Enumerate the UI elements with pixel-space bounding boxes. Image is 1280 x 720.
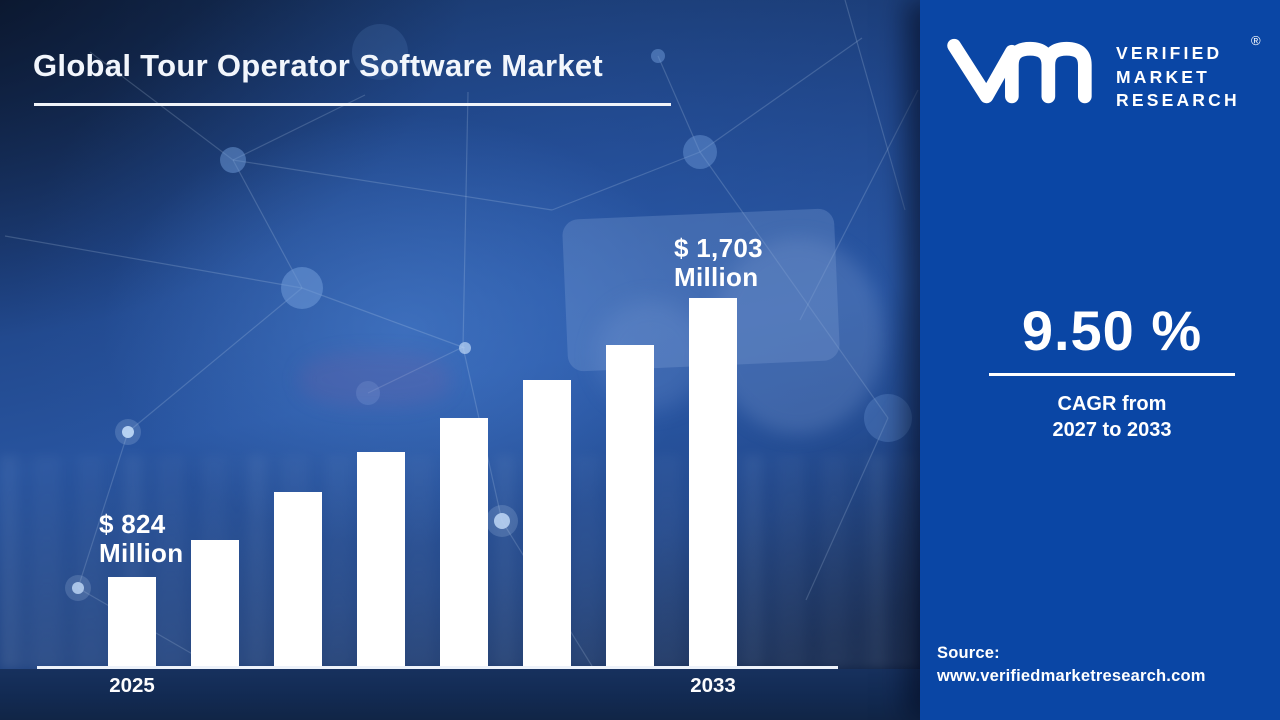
city-color-smudge — [300, 352, 450, 407]
hand-backdrop-shape — [712, 238, 884, 434]
source-label: Source: — [937, 644, 1000, 662]
cagr-block: 9.50 % CAGR from 2027 to 2033 — [980, 300, 1244, 443]
chart-bar — [274, 492, 322, 667]
cagr-underline — [989, 373, 1235, 376]
cagr-value: 9.50 % — [1021, 299, 1203, 362]
value-label-last-bar: $ 1,703 Million — [674, 234, 763, 292]
chart-bar — [440, 418, 488, 667]
value-unit: Million — [99, 538, 184, 568]
vmr-monogram-icon — [947, 38, 1092, 104]
wordmark-line: MARKET — [1116, 66, 1211, 87]
vmr-wordmark: VERIFIED MARKET RESEARCH — [1116, 42, 1240, 113]
value-amount: $ 1,703 — [674, 233, 763, 263]
value-amount: $ 824 — [99, 509, 166, 539]
vmr-panel: VERIFIED MARKET RESEARCH ® 9.50 % CAGR f… — [920, 0, 1280, 720]
source-url[interactable]: www.verifiedmarketresearch.com — [937, 667, 1206, 685]
chart-section: Global Tour Operator Software Market $ 8… — [0, 0, 920, 720]
cagr-caption-line1: CAGR from — [1057, 393, 1167, 415]
x-tick-first: 2025 — [109, 674, 155, 697]
chart-bar — [357, 452, 405, 667]
registered-trademark: ® — [1251, 33, 1261, 48]
wordmark-line: RESEARCH — [1116, 90, 1240, 110]
vmr-logo: VERIFIED MARKET RESEARCH ® — [920, 0, 1280, 130]
chart-bar — [689, 298, 737, 667]
source-block: Source: www.verifiedmarketresearch.com — [937, 642, 1206, 688]
chart-bar — [108, 577, 156, 667]
chart-bar — [523, 380, 571, 667]
value-label-first-bar: $ 824 Million — [99, 510, 183, 568]
value-unit: Million — [674, 262, 759, 292]
x-tick-last: 2033 — [690, 674, 736, 697]
wordmark-line: VERIFIED — [1116, 43, 1223, 63]
chart-bar — [606, 345, 654, 667]
chart-bar — [191, 540, 239, 667]
cagr-caption-line2: 2027 to 2033 — [1052, 419, 1172, 441]
network-background-graphic — [4, 0, 919, 668]
axis-footer-band — [0, 669, 920, 720]
title-underline — [34, 103, 671, 106]
x-axis-line — [37, 666, 838, 669]
page-title: Global Tour Operator Software Market — [33, 48, 604, 83]
